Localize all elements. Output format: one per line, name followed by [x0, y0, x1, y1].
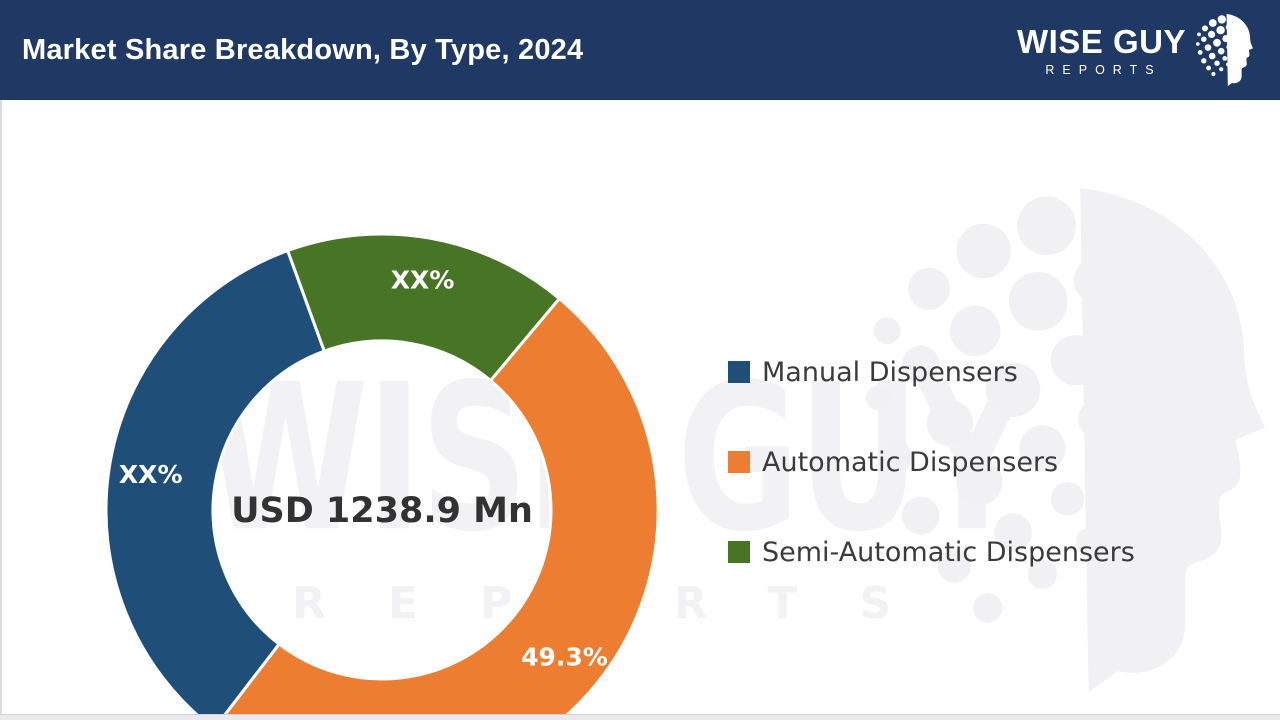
- legend-swatch: [728, 361, 750, 383]
- donut-segment-automatic-dispensers: [218, 297, 660, 720]
- legend-item: Manual Dispensers: [728, 356, 1135, 388]
- legend: Manual Dispensers Automatic Dispensers Sem…: [728, 356, 1135, 568]
- legend-swatch: [728, 451, 750, 473]
- brand-subtitle: REPORTS: [1045, 63, 1162, 77]
- page-title: Market Share Breakdown, By Type, 2024: [22, 33, 584, 66]
- brand-name: WISE GUY: [1016, 23, 1186, 60]
- footer-bar: [0, 714, 1280, 720]
- legend-label: Semi-Automatic Dispensers: [762, 536, 1135, 568]
- donut-chart: XX% 49.3% XX%: [104, 232, 660, 720]
- legend-label: Automatic Dispensers: [762, 446, 1059, 478]
- brand-face-icon: [1196, 14, 1253, 86]
- legend-item: Semi-Automatic Dispensers: [728, 536, 1135, 568]
- legend-label: Manual Dispensers: [762, 356, 1018, 388]
- legend-item: Automatic Dispensers: [728, 446, 1135, 478]
- donut-segment-manual-dispensers: [104, 249, 326, 720]
- left-edge-line: [0, 100, 2, 715]
- header-bar: Market Share Breakdown, By Type, 2024 WI…: [0, 0, 1280, 100]
- brand-logo-text: WISE GUY REPORTS: [1017, 23, 1186, 77]
- segment-label-manual-dispensers: XX%: [119, 460, 183, 489]
- legend-swatch: [728, 541, 750, 563]
- brand-logo: WISE GUY REPORTS: [1017, 14, 1254, 86]
- chart-center-value: USD 1238.9 Mn: [231, 491, 533, 531]
- chart-area: WISE GUY REPORTS XX%49.3%XX% USD 1238.9 …: [0, 100, 1280, 720]
- segment-label-automatic-dispensers: 49.3%: [521, 642, 608, 671]
- segment-label-semi-automatic-dispensers: XX%: [391, 265, 455, 294]
